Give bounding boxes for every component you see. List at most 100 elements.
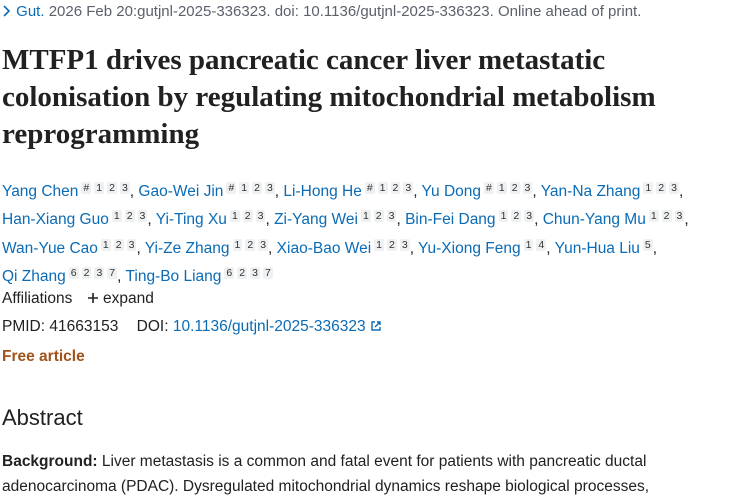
separator: , — [678, 183, 684, 200]
affiliation-ref[interactable]: 1 — [100, 238, 111, 251]
author-name[interactable]: Wan-Yue Cao — [2, 239, 98, 257]
affiliation-ref[interactable]: 3 — [255, 210, 266, 223]
affiliation-ref[interactable]: 3 — [264, 182, 275, 194]
expand-label: expand — [103, 290, 154, 307]
affiliation-ref[interactable]: 2 — [242, 210, 253, 223]
affiliation-ref[interactable]: 3 — [399, 238, 410, 251]
separator: , — [534, 211, 539, 229]
author-name[interactable]: Yi-Ting Xu — [155, 211, 227, 229]
affiliation-ref[interactable]: 1 — [111, 210, 122, 223]
affiliation-ref[interactable]: 2 — [245, 238, 256, 251]
affiliation-ref[interactable]: 1 — [643, 182, 654, 194]
author: Yun-Hua Liu 5, — [554, 238, 658, 257]
separator: , — [147, 211, 152, 229]
affiliation-ref[interactable]: 1 — [360, 210, 371, 223]
pmid: 41663153 — [49, 318, 119, 335]
affiliation-ref[interactable]: 3 — [250, 266, 260, 279]
affiliation-ref[interactable]: 6 — [68, 266, 79, 279]
author-name[interactable]: Chun-Yang Mu — [542, 211, 646, 229]
affiliation-ref[interactable]: 2 — [124, 210, 135, 223]
expand-toggle[interactable]: expand — [87, 290, 154, 307]
author-name[interactable]: Han-Xiang Guo — [2, 211, 109, 229]
separator: , — [546, 239, 551, 257]
affiliation-ref[interactable]: 2 — [390, 182, 401, 194]
author: Yi-Ze Zhang 1 2 3, — [144, 238, 272, 257]
affiliations-label: Affiliations — [2, 290, 73, 307]
affiliation-ref[interactable]: # — [81, 182, 92, 194]
doi-link[interactable]: 10.1136/gutjnl-2025-336323 — [173, 318, 382, 335]
affiliation-ref[interactable]: 2 — [656, 182, 667, 194]
affiliation-ref[interactable]: 7 — [107, 266, 118, 279]
author-name[interactable]: Ting-Bo Liang — [125, 267, 222, 285]
author-name[interactable]: Qi Zhang — [2, 267, 66, 285]
affiliation-ref[interactable]: 1 — [374, 238, 384, 251]
affiliation-ref[interactable]: # — [226, 182, 237, 194]
section-label: Background: — [2, 453, 98, 470]
affiliation-ref[interactable]: 3 — [258, 238, 269, 251]
affiliation-ref[interactable]: 3 — [669, 182, 679, 194]
affiliation-ref[interactable]: 4 — [536, 238, 547, 251]
author-name[interactable]: Yang Chen — [2, 183, 79, 200]
affiliation-ref[interactable]: 2 — [81, 266, 92, 279]
author: Zi-Yang Wei 1 2 3, — [274, 210, 401, 229]
affiliation-ref[interactable]: 1 — [229, 210, 240, 223]
author-name[interactable]: Xiao-Bao Wei — [276, 239, 372, 257]
journal-link[interactable]: Gut. — [16, 3, 45, 20]
affiliation-ref[interactable]: # — [364, 182, 375, 194]
affiliation-ref[interactable]: 3 — [119, 182, 130, 194]
affiliation-ref[interactable]: 1 — [94, 182, 105, 194]
author-name[interactable]: Yu Dong — [421, 183, 482, 200]
author-name[interactable]: Yu-Xiong Feng — [418, 239, 521, 257]
affiliation-ref[interactable]: 2 — [661, 210, 672, 223]
separator: , — [652, 239, 658, 257]
doi-label: DOI: — [136, 318, 169, 335]
author-name[interactable]: Bin-Fei Dang — [405, 211, 496, 229]
affiliation-ref[interactable]: 2 — [107, 182, 117, 194]
affiliation-ref[interactable]: 1 — [239, 182, 250, 194]
abstract-body: Background: Liver metastasis is a common… — [2, 449, 744, 499]
affiliation-ref[interactable]: 3 — [137, 210, 148, 223]
affiliation-ref[interactable]: 2 — [511, 210, 522, 223]
author-list: Yang Chen #1 2 3, Gao-Wei Jin #1 2 3, Li-Hong … — [2, 176, 746, 289]
author-name[interactable]: Zi-Yang Wei — [274, 211, 358, 229]
affiliation-ref[interactable]: 3 — [403, 182, 414, 194]
author-name[interactable]: Yun-Hua Liu — [554, 239, 640, 257]
external-link-icon — [371, 321, 381, 331]
affiliations: Affiliations expand — [2, 290, 750, 308]
affiliation-ref[interactable]: 2 — [373, 210, 384, 223]
affiliation-ref[interactable]: 1 — [496, 182, 507, 194]
author: Li-Hong He #1 2 3, — [283, 182, 418, 200]
separator: , — [274, 183, 280, 200]
author-name[interactable]: Yan-Na Zhang — [540, 183, 641, 200]
chevron-icon — [3, 5, 11, 17]
affiliation-ref[interactable]: 3 — [524, 210, 535, 223]
affiliation-ref[interactable]: 3 — [674, 210, 685, 223]
affiliation-ref[interactable]: 2 — [113, 238, 124, 251]
pmid-label: PMID: — [2, 318, 46, 335]
affiliation-ref[interactable]: 3 — [94, 266, 105, 279]
author: Yang Chen #1 2 3, — [2, 182, 135, 200]
affiliation-ref[interactable]: 2 — [237, 266, 248, 279]
affiliation-ref[interactable]: 2 — [252, 182, 262, 194]
separator: , — [129, 183, 135, 200]
affiliation-ref[interactable]: 3 — [522, 182, 533, 194]
affiliation-ref[interactable]: 3 — [126, 238, 137, 251]
affiliation-ref[interactable]: 6 — [224, 266, 235, 279]
affiliation-ref[interactable]: 2 — [387, 238, 397, 251]
affiliation-ref[interactable]: 1 — [377, 182, 388, 194]
affiliation-ref[interactable]: 1 — [232, 238, 243, 251]
author: Han-Xiang Guo 1 2 3, — [2, 210, 152, 229]
affiliation-ref[interactable]: 1 — [648, 210, 659, 223]
affiliation-ref[interactable]: 1 — [523, 238, 534, 251]
section-text: Liver metastasis is a common and fatal e… — [2, 453, 650, 495]
affiliation-ref[interactable]: 7 — [262, 266, 273, 279]
affiliation-ref[interactable]: 2 — [509, 182, 520, 194]
affiliation-ref[interactable]: 3 — [386, 210, 397, 223]
affiliation-ref[interactable]: 1 — [498, 210, 509, 223]
affiliation-ref[interactable]: # — [484, 182, 494, 194]
author: Yu-Xiong Feng 1 4, — [418, 238, 551, 257]
affiliation-ref[interactable]: 5 — [642, 238, 653, 251]
author-name[interactable]: Gao-Wei Jin — [138, 183, 224, 200]
author-name[interactable]: Yi-Ze Zhang — [144, 239, 230, 257]
author-name[interactable]: Li-Hong He — [283, 183, 362, 200]
